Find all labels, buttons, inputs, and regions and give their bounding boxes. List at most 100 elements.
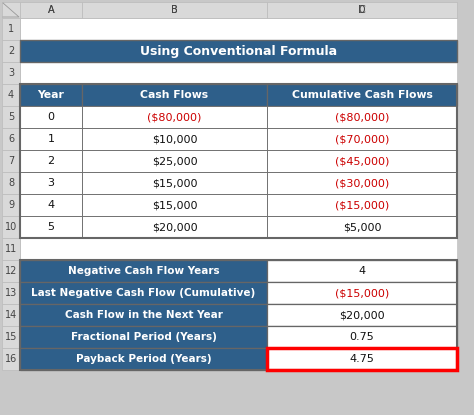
- Text: ($30,000): ($30,000): [335, 178, 389, 188]
- Text: ($45,000): ($45,000): [335, 156, 389, 166]
- Bar: [82, 216, 267, 238]
- Bar: [2, 194, 20, 216]
- Bar: [20, 62, 457, 84]
- Bar: [20, 106, 457, 128]
- Bar: [20, 326, 457, 348]
- Bar: [267, 172, 457, 194]
- Bar: [20, 84, 82, 106]
- Text: A: A: [48, 5, 55, 15]
- Bar: [20, 84, 457, 238]
- Bar: [82, 2, 267, 18]
- Bar: [20, 216, 82, 238]
- Text: $5,000: $5,000: [343, 222, 381, 232]
- Bar: [267, 150, 457, 172]
- Bar: [20, 150, 457, 172]
- Bar: [82, 106, 267, 128]
- Bar: [2, 84, 20, 106]
- Text: $25,000: $25,000: [152, 156, 197, 166]
- Bar: [20, 128, 457, 150]
- Bar: [2, 172, 20, 194]
- Bar: [267, 106, 457, 128]
- Bar: [20, 2, 82, 18]
- Bar: [20, 282, 457, 304]
- Bar: [267, 2, 457, 18]
- Text: 12: 12: [5, 266, 17, 276]
- Text: ($15,000): ($15,000): [335, 288, 389, 298]
- Text: 3: 3: [47, 178, 55, 188]
- Text: 10: 10: [5, 222, 17, 232]
- Bar: [267, 2, 457, 18]
- Bar: [20, 150, 82, 172]
- Text: C: C: [359, 5, 365, 15]
- Text: ($80,000): ($80,000): [147, 112, 202, 122]
- Text: 9: 9: [8, 200, 14, 210]
- Text: Negative Cash Flow Years: Negative Cash Flow Years: [68, 266, 219, 276]
- Bar: [82, 84, 267, 106]
- Bar: [2, 2, 20, 18]
- Bar: [267, 326, 457, 348]
- Bar: [2, 260, 20, 282]
- Text: $20,000: $20,000: [339, 310, 385, 320]
- Text: 13: 13: [5, 288, 17, 298]
- Text: 16: 16: [5, 354, 17, 364]
- Text: 4.75: 4.75: [349, 354, 374, 364]
- Text: A: A: [48, 5, 55, 15]
- Bar: [20, 84, 457, 106]
- Text: 1: 1: [47, 134, 55, 144]
- Bar: [20, 304, 267, 326]
- Bar: [82, 172, 267, 194]
- Bar: [267, 194, 457, 216]
- Bar: [20, 172, 457, 194]
- Text: Cash Flow in the Next Year: Cash Flow in the Next Year: [64, 310, 222, 320]
- Text: ($15,000): ($15,000): [335, 200, 389, 210]
- Text: 8: 8: [8, 178, 14, 188]
- Text: Last Negative Cash Flow (Cumulative): Last Negative Cash Flow (Cumulative): [31, 288, 255, 298]
- Text: 14: 14: [5, 310, 17, 320]
- Text: 4: 4: [47, 200, 55, 210]
- Text: 5: 5: [47, 222, 55, 232]
- Text: 3: 3: [8, 68, 14, 78]
- Text: Payback Period (Years): Payback Period (Years): [76, 354, 211, 364]
- Bar: [267, 304, 457, 326]
- Bar: [20, 2, 82, 18]
- Bar: [20, 216, 457, 238]
- Text: D: D: [358, 5, 366, 15]
- Bar: [20, 106, 82, 128]
- Bar: [20, 282, 267, 304]
- Text: $15,000: $15,000: [152, 178, 197, 188]
- Bar: [267, 84, 457, 106]
- Bar: [20, 260, 457, 370]
- Text: 1: 1: [8, 24, 14, 34]
- Bar: [20, 194, 457, 216]
- Bar: [2, 62, 20, 84]
- Text: $20,000: $20,000: [152, 222, 197, 232]
- Text: 15: 15: [5, 332, 17, 342]
- Text: Using Conventional Formula: Using Conventional Formula: [140, 44, 337, 58]
- Bar: [2, 216, 20, 238]
- Bar: [20, 304, 457, 326]
- Bar: [20, 194, 82, 216]
- Text: Cash Flows: Cash Flows: [140, 90, 209, 100]
- Bar: [2, 150, 20, 172]
- Bar: [20, 326, 267, 348]
- Bar: [267, 216, 457, 238]
- Text: 11: 11: [5, 244, 17, 254]
- Bar: [2, 348, 20, 370]
- Bar: [267, 128, 457, 150]
- Bar: [82, 2, 267, 18]
- Bar: [20, 172, 82, 194]
- Bar: [2, 304, 20, 326]
- Text: Cumulative Cash Flows: Cumulative Cash Flows: [292, 90, 432, 100]
- Text: 4: 4: [358, 266, 365, 276]
- Bar: [267, 260, 457, 282]
- Bar: [2, 128, 20, 150]
- Bar: [20, 348, 457, 370]
- Text: ($70,000): ($70,000): [335, 134, 389, 144]
- Text: 2: 2: [47, 156, 55, 166]
- Text: $10,000: $10,000: [152, 134, 197, 144]
- Text: 0: 0: [47, 112, 55, 122]
- Bar: [20, 128, 82, 150]
- Bar: [20, 238, 457, 260]
- Bar: [20, 40, 457, 62]
- Bar: [20, 18, 457, 40]
